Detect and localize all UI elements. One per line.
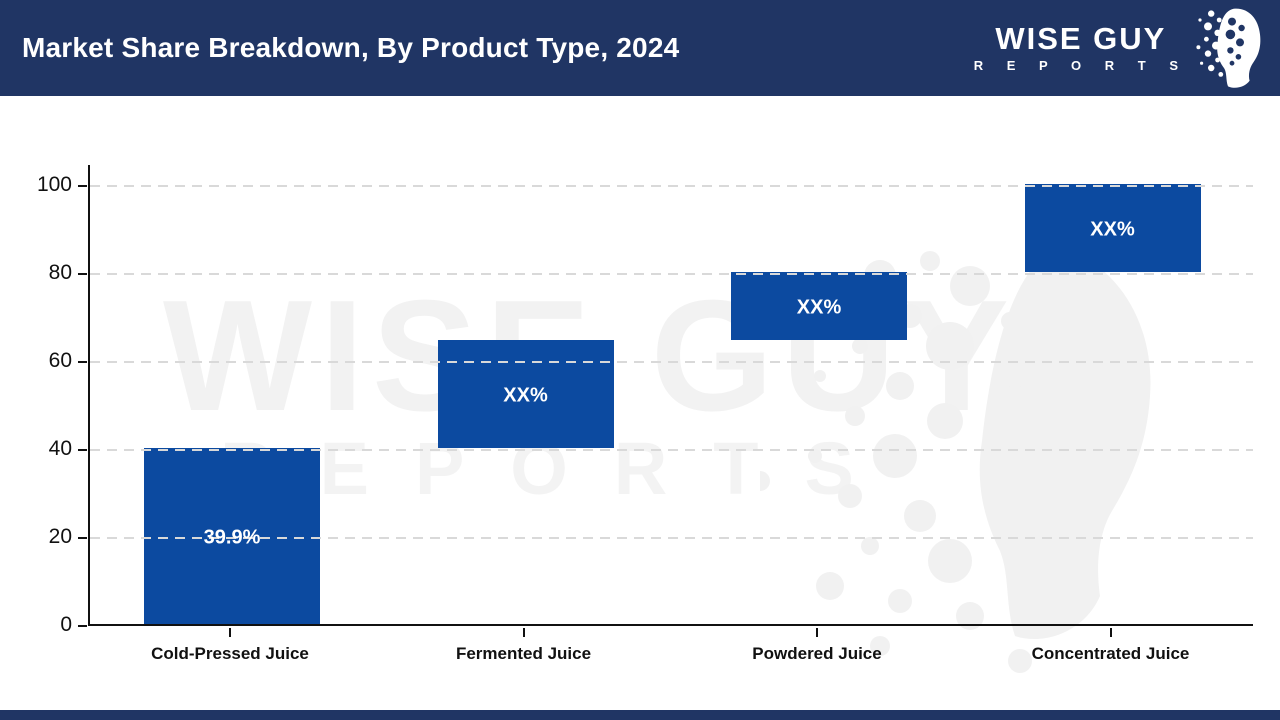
x-category-label-3: Concentrated Juice: [1031, 644, 1190, 663]
y-tick-mark-100: [78, 185, 87, 187]
y-tick-label-80: 80: [48, 261, 72, 284]
wise-guy-reports-logo: WISE GUY R E P O R T S: [974, 4, 1280, 92]
x-tick-mark-0: [229, 628, 231, 637]
x-category-label-2: Powdered Juice: [752, 644, 882, 663]
gridline-60: [90, 361, 1253, 363]
gridline-80: [90, 273, 1253, 275]
header-banner: Market Share Breakdown, By Product Type,…: [0, 0, 1280, 96]
y-tick-label-20: 20: [48, 525, 72, 548]
logo-subtitle: R E P O R T S: [973, 57, 1188, 73]
gridline-100: [90, 185, 1253, 187]
gridline-20: [90, 537, 1253, 539]
bar-value-label: XX%: [796, 296, 842, 319]
y-tick-label-0: 0: [60, 613, 72, 636]
bar-fermented-juice: [437, 340, 614, 449]
y-tick-mark-40: [78, 449, 87, 451]
x-category-label-1: Fermented Juice: [455, 644, 592, 663]
plot-area: 39.9% XX% XX% XX%: [88, 165, 1253, 626]
logo-wordmark: WISE GUY: [995, 21, 1167, 57]
x-tick-mark-1: [522, 628, 525, 637]
footer-banner: [0, 710, 1280, 720]
y-tick-label-40: 40: [48, 437, 72, 460]
bar-value-label: XX%: [503, 384, 548, 407]
y-tick-label-100: 100: [36, 173, 72, 196]
y-tick-mark-0: [78, 625, 87, 627]
y-tick-mark-20: [78, 537, 87, 539]
chart-area: WISE GUY REPORTS: [0, 96, 1280, 710]
y-tick-mark-60: [78, 361, 87, 363]
y-tick-mark-80: [78, 273, 87, 275]
gridline-40: [90, 449, 1253, 451]
dotted-face-profile-icon: [1196, 8, 1261, 88]
x-tick-mark-3: [1109, 628, 1112, 637]
chart-title: Market Share Breakdown, By Product Type,…: [22, 32, 680, 63]
bar-cold-pressed-juice: [144, 448, 320, 624]
bar-value-label: XX%: [1090, 218, 1135, 241]
y-tick-label-60: 60: [48, 349, 72, 372]
bar-value-label: 39.9%: [203, 526, 261, 549]
x-tick-mark-2: [816, 628, 818, 637]
logo-text: WISE GUY R E P O R T S: [974, 23, 1188, 73]
x-category-label-0: Cold-Pressed Juice: [151, 644, 309, 663]
